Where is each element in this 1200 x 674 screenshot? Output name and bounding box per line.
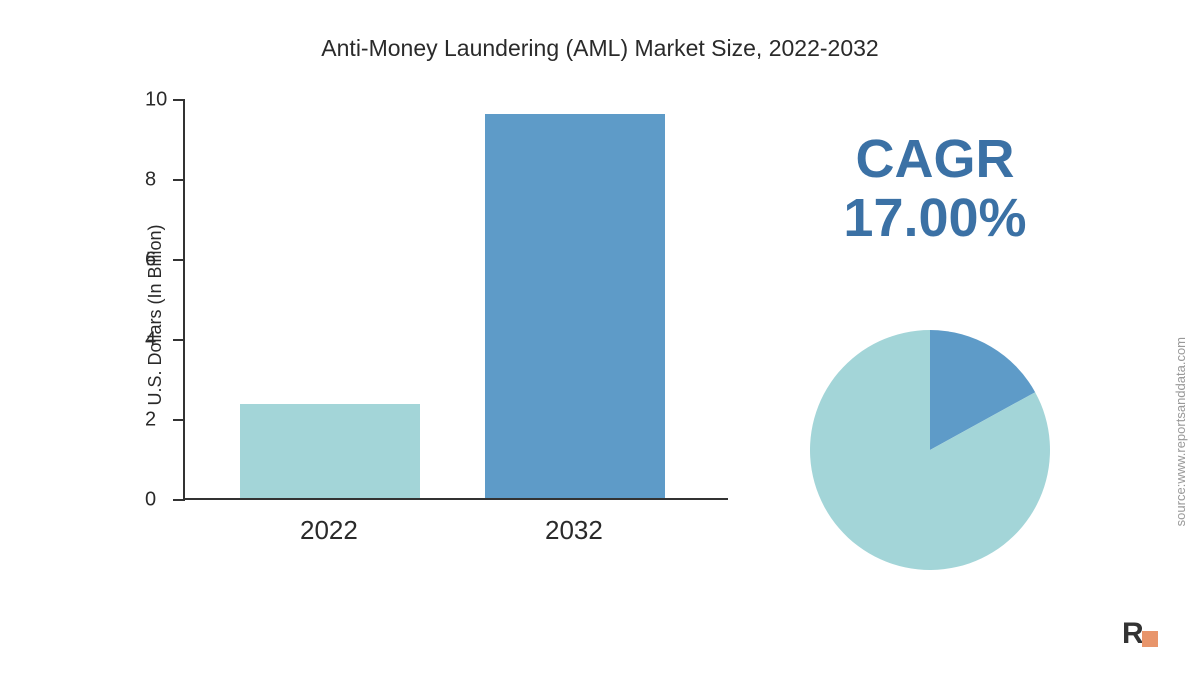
y-tick (173, 499, 185, 501)
cagr-value: 17.00% (770, 189, 1100, 248)
source-attribution: source:www.reportsanddata.com (1173, 337, 1188, 526)
bar-chart-area: U.S. Dollars (In Billion) 02468102022203… (135, 100, 735, 530)
y-tick-label: 4 (145, 329, 156, 352)
y-tick (173, 419, 185, 421)
y-tick-label: 0 (145, 489, 156, 512)
y-tick (173, 179, 185, 181)
pie-svg (810, 330, 1050, 570)
bar (240, 404, 420, 498)
brand-logo: R (1122, 617, 1170, 649)
chart-title: Anti-Money Laundering (AML) Market Size,… (321, 35, 878, 62)
cagr-label: CAGR (770, 130, 1100, 189)
y-tick (173, 99, 185, 101)
y-tick-label: 8 (145, 169, 156, 192)
bar (485, 114, 665, 498)
x-axis-label: 2022 (300, 515, 358, 546)
plot-region: 024681020222032 (183, 100, 728, 500)
cagr-callout: CAGR 17.00% (770, 130, 1100, 249)
logo-text: R (1122, 617, 1144, 651)
y-tick-label: 6 (145, 249, 156, 272)
y-tick-label: 10 (145, 89, 167, 112)
logo-accent-icon (1142, 631, 1158, 647)
pie-chart (810, 330, 1050, 570)
y-tick (173, 259, 185, 261)
y-tick-label: 2 (145, 409, 156, 432)
x-axis-label: 2032 (545, 515, 603, 546)
y-tick (173, 339, 185, 341)
